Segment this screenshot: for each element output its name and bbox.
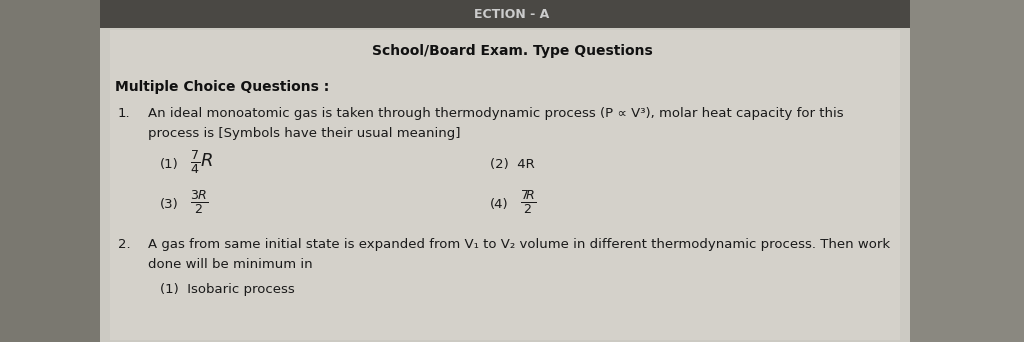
Text: 2.: 2. [118,238,131,251]
Text: $\frac{3R}{2}$: $\frac{3R}{2}$ [190,188,208,216]
Bar [110,30,900,340]
Text: (1)  Isobaric process: (1) Isobaric process [160,283,295,296]
Text: process is [Symbols have their usual meaning]: process is [Symbols have their usual mea… [148,127,461,140]
Text: Multiple Choice Questions :: Multiple Choice Questions : [115,80,330,94]
Bar [910,0,1024,342]
Text: done will be minimum in: done will be minimum in [148,258,312,271]
Text: School/Board Exam. Type Questions: School/Board Exam. Type Questions [372,44,652,58]
Text: An ideal monoatomic gas is taken through thermodynamic process (P ∝ V³), molar h: An ideal monoatomic gas is taken through… [148,107,844,120]
Text: ECTION - A: ECTION - A [474,8,550,21]
Text: (4): (4) [490,198,509,211]
Text: (1): (1) [160,158,179,171]
Text: $\frac{7}{4}R$: $\frac{7}{4}R$ [190,148,213,176]
Text: (3): (3) [160,198,179,211]
Text: $\frac{7R}{2}$: $\frac{7R}{2}$ [520,188,537,216]
Bar [0,0,100,342]
Bar [100,28,910,342]
Text: A gas from same initial state is expanded from V₁ to V₂ volume in different ther: A gas from same initial state is expande… [148,238,890,251]
Text: 1.: 1. [118,107,131,120]
Text: (2)  4R: (2) 4R [490,158,535,171]
Bar [0,0,1024,28]
